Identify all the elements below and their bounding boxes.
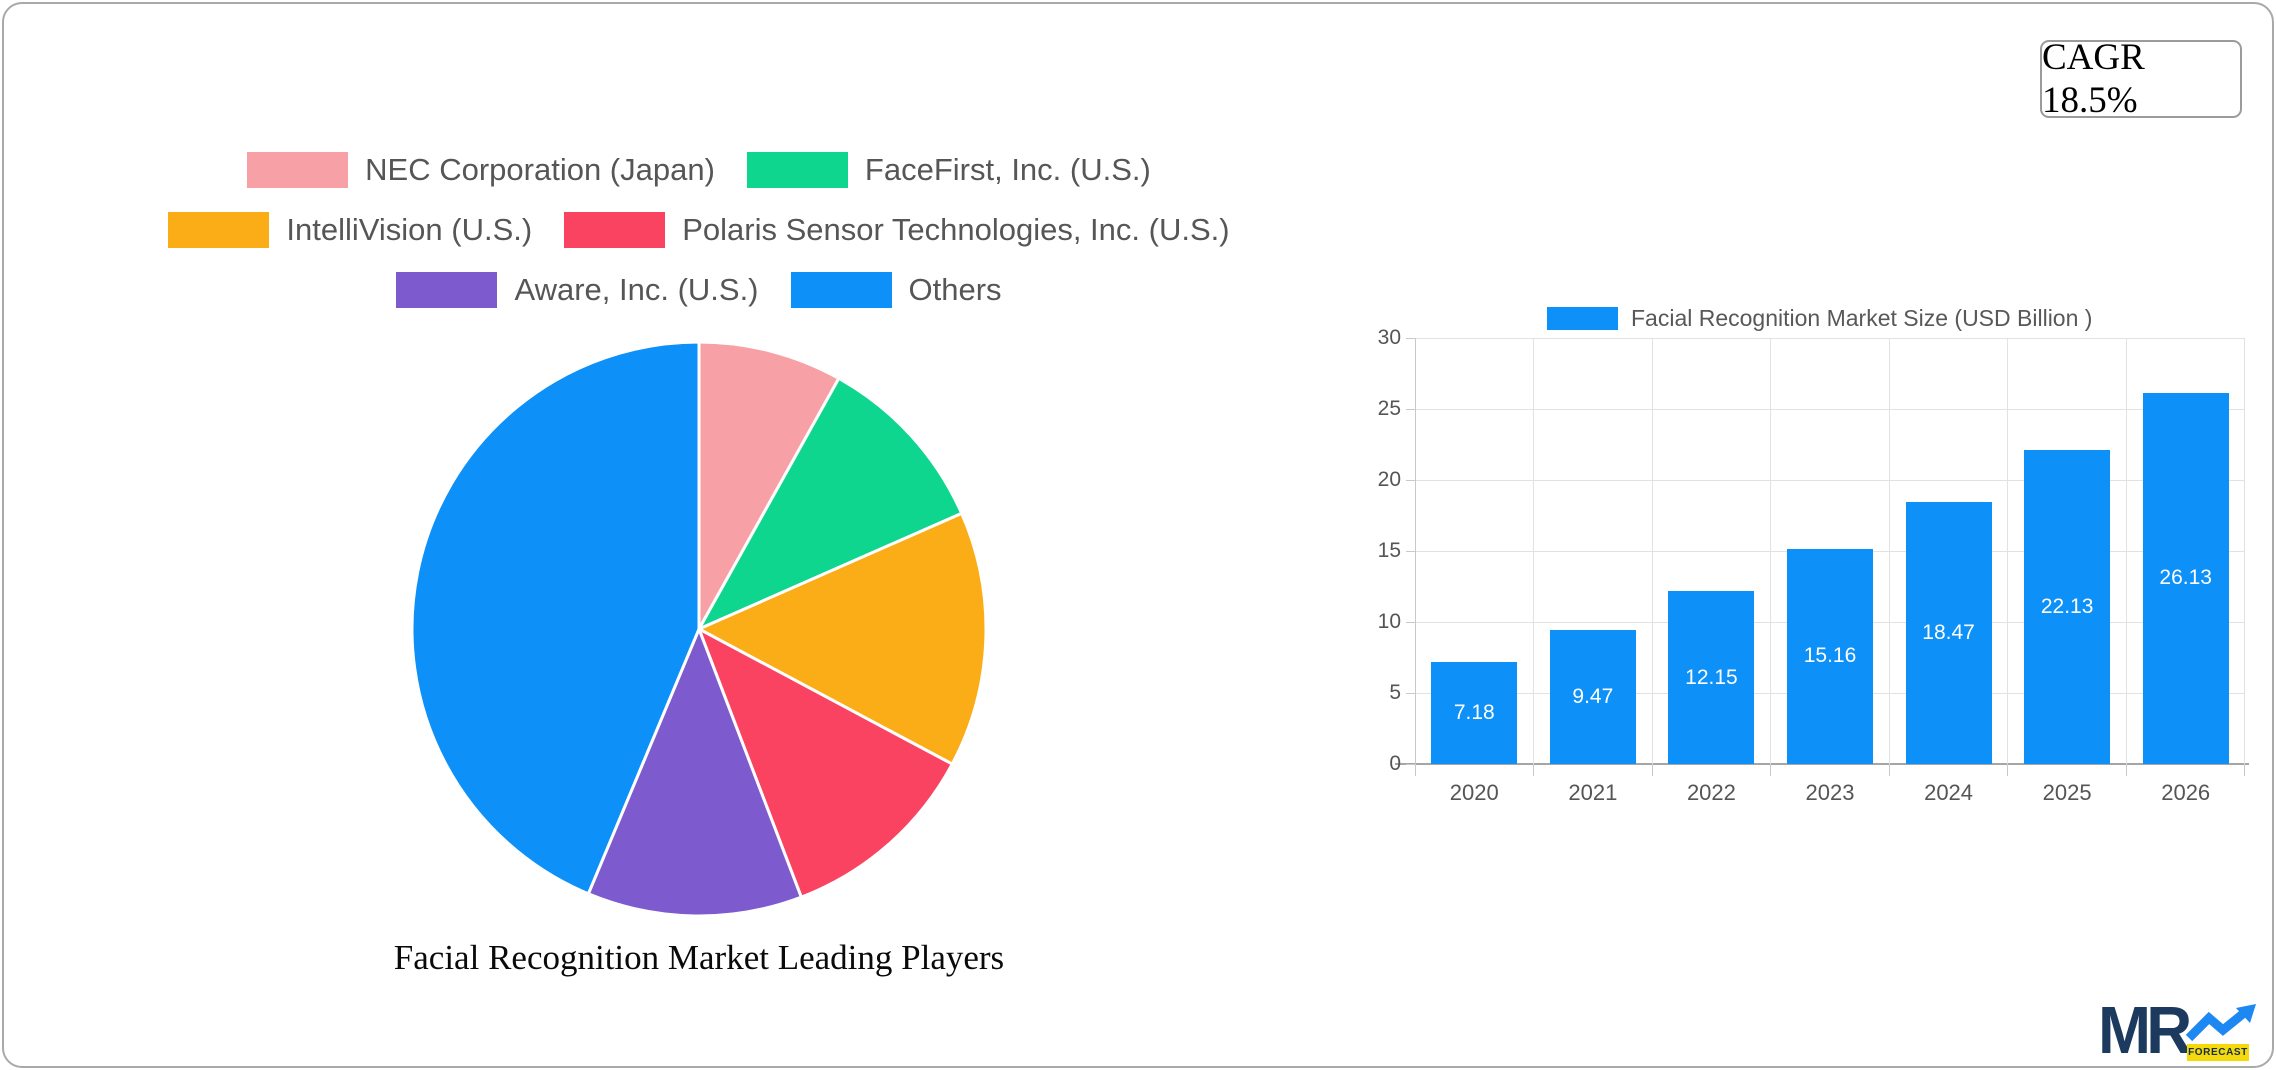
x-axis-label: 2020 <box>1449 780 1499 805</box>
legend-item-intellivision-u-s[interactable]: IntelliVision (U.S.) <box>168 212 532 248</box>
gridline-h <box>1415 479 2245 481</box>
gridline-v <box>1651 338 1653 764</box>
x-tick-mark <box>2244 764 2245 776</box>
bar-value-label: 9.47 <box>1572 684 1614 708</box>
y-tick-mark <box>1406 621 1415 623</box>
bar-2022 <box>1668 591 1755 764</box>
bar-legend-swatch[interactable] <box>1547 307 1618 330</box>
legend-swatch <box>168 212 270 248</box>
legend-label: IntelliVision (U.S.) <box>286 212 533 247</box>
bar-2021 <box>1549 629 1636 764</box>
legend-label: NEC Corporation (Japan) <box>365 152 715 187</box>
x-axis-label: 2025 <box>2042 780 2092 805</box>
x-tick-mark <box>2125 764 2127 776</box>
x-tick-mark <box>1770 764 1772 776</box>
pie-slice-polaris-sensor-technologies-inc-u-s <box>697 627 954 899</box>
y-tick-mark <box>1406 550 1415 552</box>
x-axis-label: 2026 <box>2161 780 2211 805</box>
x-tick-mark <box>1533 764 1535 776</box>
y-axis-label: 15 <box>1377 539 1401 562</box>
cagr-text: CAGR 18.5% <box>2042 37 2145 121</box>
pie-legend: NEC Corporation (Japan) FaceFirst, Inc. (… <box>4 152 1394 308</box>
bar-value-label: 22.13 <box>2040 594 2094 618</box>
mr-forecast-logo: MR FORECAST <box>2098 993 2258 1068</box>
x-tick-mark <box>1888 764 1890 776</box>
y-tick-mark <box>1406 337 1415 339</box>
gridline-v <box>2125 338 2127 764</box>
pie-legend-row: Aware, Inc. (U.S.) Others <box>4 272 1394 308</box>
bar-chart: Facial Recognition Market Size (USD Bill… <box>1378 305 2249 805</box>
legend-swatch <box>790 272 892 308</box>
pie-slice-facefirst-inc-u-s <box>697 376 964 631</box>
x-axis-label: 2021 <box>1568 780 1618 805</box>
y-tick-mark <box>1406 408 1415 410</box>
y-axis-label: 10 <box>1377 610 1401 633</box>
y-tick-mark <box>1406 692 1415 694</box>
gridline-h <box>1415 337 2245 339</box>
trend-arrow-icon <box>2186 1004 2256 1042</box>
bar-value-label: 26.13 <box>2159 566 2212 590</box>
cagr-badge: CAGR 18.5% <box>2040 37 2242 121</box>
legend-swatch <box>247 152 349 188</box>
legend-swatch <box>746 152 848 188</box>
x-tick-mark <box>1414 764 1416 776</box>
y-axis-label: 5 <box>1389 681 1401 704</box>
bar-2025 <box>2024 449 2111 764</box>
legend-item-facefirst-inc-u-s[interactable]: FaceFirst, Inc. (U.S.) <box>746 152 1151 188</box>
legend-item-others[interactable]: Others <box>790 272 1002 308</box>
bar-value-label: 7.18 <box>1453 701 1495 725</box>
bar-2020 <box>1431 662 1518 764</box>
pie-slice-intellivision-u-s <box>697 511 988 766</box>
legend-label: FaceFirst, Inc. (U.S.) <box>864 152 1151 187</box>
gridline-v <box>2007 338 2009 764</box>
pie-slice-aware-inc-u-s <box>586 627 803 918</box>
bar-2024 <box>1905 501 1992 764</box>
x-axis-label: 2022 <box>1686 780 1736 805</box>
bar-2023 <box>1787 548 1873 764</box>
pie-slice-others <box>410 340 701 896</box>
bar-value-label: 18.47 <box>1922 620 1975 644</box>
pie-legend-row: IntelliVision (U.S.) Polaris Sensor Techn… <box>4 212 1394 248</box>
pie-slice-nec-corporation-japan <box>697 340 841 631</box>
legend-item-aware-inc-u-s[interactable]: Aware, Inc. (U.S.) <box>396 272 759 308</box>
y-axis-label: 30 <box>1377 326 1401 349</box>
gridline-h <box>1415 408 2245 410</box>
legend-item-nec-corporation-japan[interactable]: NEC Corporation (Japan) <box>247 152 715 188</box>
x-tick-mark <box>2007 764 2009 776</box>
bar-2026 <box>2142 392 2229 764</box>
legend-label: Aware, Inc. (U.S.) <box>514 272 759 307</box>
legend-label: Polaris Sensor Technologies, Inc. (U.S.) <box>682 212 1230 247</box>
y-axis-label: 25 <box>1377 397 1401 420</box>
y-axis-line <box>1414 338 1416 764</box>
logo-mr-text: MR <box>2098 993 2192 1068</box>
bar-legend-label[interactable]: Facial Recognition Market Size (USD Bill… <box>1631 305 2093 331</box>
y-tick-mark <box>1406 763 1415 765</box>
legend-item-polaris-sensor-technologies-inc-u-s[interactable]: Polaris Sensor Technologies, Inc. (U.S.) <box>564 212 1230 248</box>
x-axis-line <box>1395 763 2249 765</box>
x-axis-label: 2024 <box>1924 780 1974 805</box>
x-tick-mark <box>1651 764 1653 776</box>
y-tick-mark <box>1406 479 1415 481</box>
legend-label: Others <box>908 272 1002 307</box>
gridline-v <box>2244 338 2245 764</box>
gridline-v <box>1533 338 1535 764</box>
pie-legend-row: NEC Corporation (Japan) FaceFirst, Inc. (… <box>4 152 1394 188</box>
pie-title: Facial Recognition Market Leading Player… <box>393 938 1005 977</box>
y-axis-label: 20 <box>1377 468 1401 491</box>
legend-swatch <box>564 212 666 248</box>
x-axis-label: 2023 <box>1805 780 1855 805</box>
logo-forecast-badge: FORECAST <box>2187 1044 2249 1061</box>
gridline-v <box>1770 338 1772 764</box>
bar-value-label: 15.16 <box>1803 644 1857 668</box>
bar-value-label: 12.15 <box>1685 665 1738 689</box>
pie-chart <box>410 340 988 918</box>
legend-swatch <box>396 272 498 308</box>
y-axis-label: 0 <box>1389 752 1401 775</box>
gridline-v <box>1888 338 1890 764</box>
